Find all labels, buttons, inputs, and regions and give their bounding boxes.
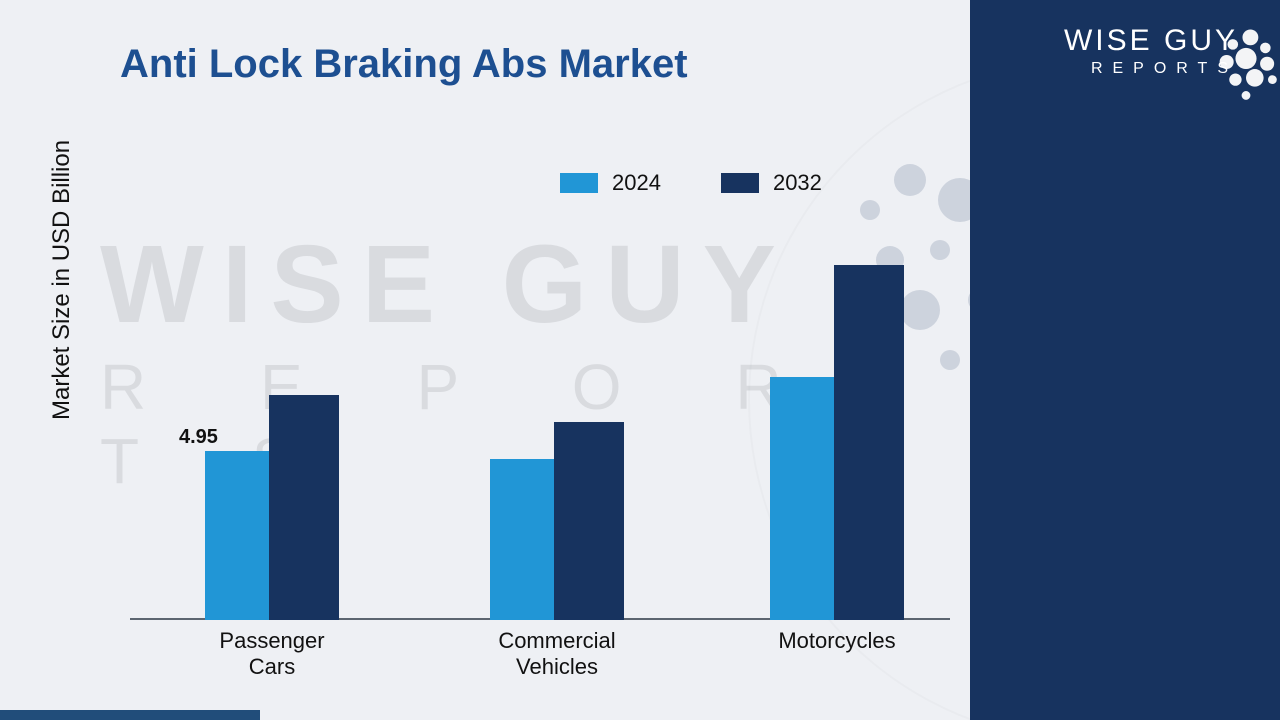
bar-group-motorcycles: Motorcycles xyxy=(770,265,904,620)
bar-2024-passenger-cars xyxy=(205,451,275,620)
bar-2032-passenger-cars xyxy=(269,395,339,620)
decor-bottom-bar xyxy=(0,710,260,720)
legend-swatch-2024 xyxy=(560,173,598,193)
bar-group-passenger-cars: 4.95 PassengerCars xyxy=(205,395,339,620)
bar-2024-commercial-vehicles xyxy=(490,459,560,620)
legend-label-2024: 2024 xyxy=(612,170,661,196)
legend-item-2024: 2024 xyxy=(560,170,661,196)
bar-2032-motorcycles xyxy=(834,265,904,620)
brand-logo: WISE GUY REPORTS xyxy=(1064,24,1238,78)
bar-2024-motorcycles xyxy=(770,377,840,620)
report-card: WISE GUY R E P O R T S WISE GUY REPORTS … xyxy=(0,0,1280,720)
legend-label-2032: 2032 xyxy=(773,170,822,196)
category-label-passenger-cars: PassengerCars xyxy=(172,628,372,681)
category-label-commercial-vehicles: CommercialVehicles xyxy=(457,628,657,681)
brand-panel xyxy=(970,0,1280,720)
y-axis-label: Market Size in USD Billion xyxy=(48,140,76,420)
value-label-4-95: 4.95 xyxy=(179,426,218,449)
category-label-motorcycles: Motorcycles xyxy=(737,628,937,654)
legend: 2024 2032 xyxy=(560,170,822,196)
bar-chart: 4.95 PassengerCars CommercialVehicles Mo… xyxy=(130,210,950,620)
brand-subtitle: REPORTS xyxy=(1064,60,1238,78)
chart-title: Anti Lock Braking Abs Market xyxy=(120,42,688,87)
legend-swatch-2032 xyxy=(721,173,759,193)
legend-item-2032: 2032 xyxy=(721,170,822,196)
bar-group-commercial-vehicles: CommercialVehicles xyxy=(490,422,624,620)
bar-2032-commercial-vehicles xyxy=(554,422,624,620)
brand-name: WISE GUY xyxy=(1064,24,1238,58)
